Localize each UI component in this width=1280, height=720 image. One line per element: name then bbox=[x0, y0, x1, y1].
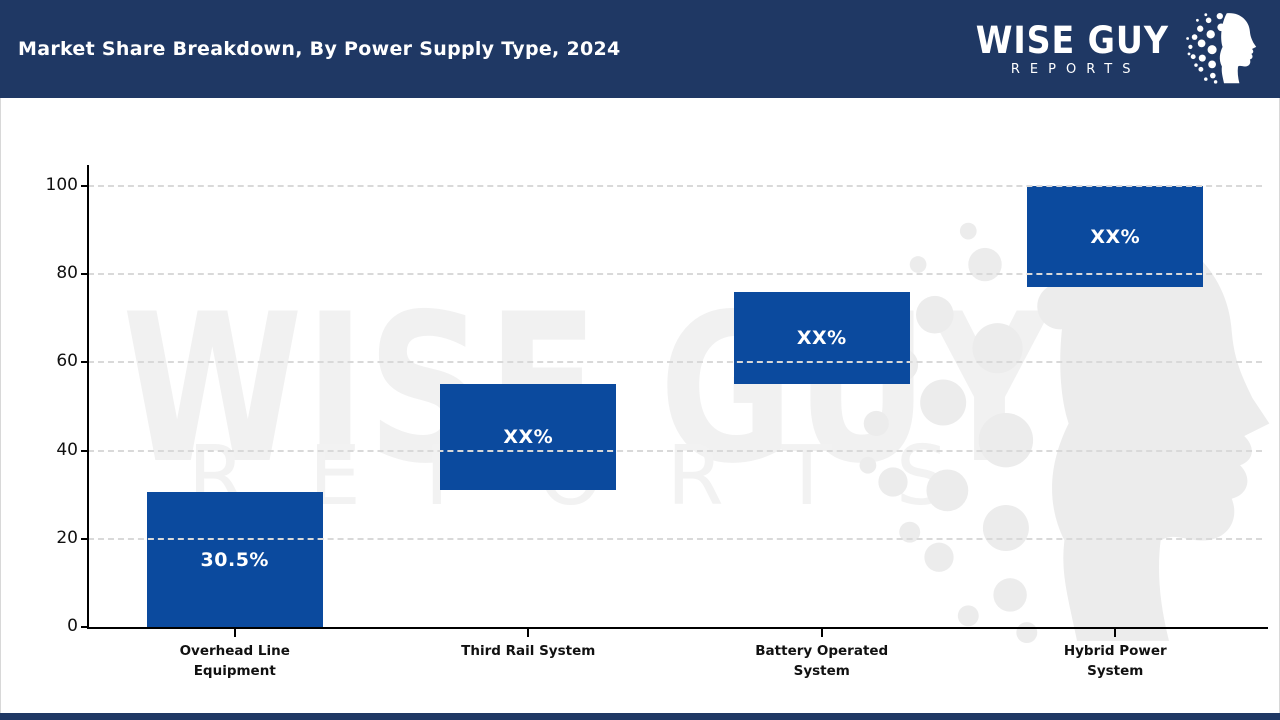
x-tick-mark-3 bbox=[820, 629, 823, 637]
x-tick-mark-4 bbox=[1114, 629, 1117, 637]
y-axis-line bbox=[87, 165, 89, 629]
y-tick-mark-100 bbox=[81, 185, 88, 187]
y-tick-mark-60 bbox=[81, 361, 88, 364]
y-tick-mark-20 bbox=[81, 537, 88, 540]
category-label-1: Overhead Line Equipment bbox=[179, 643, 290, 680]
y-tick-label-20: 20 bbox=[56, 527, 78, 548]
y-tick-label-80: 80 bbox=[56, 263, 78, 284]
x-tick-mark-1 bbox=[233, 629, 236, 637]
bar-1 bbox=[146, 492, 323, 627]
wise-guy-logo: WISE GUY REPORTS bbox=[965, 5, 1266, 93]
y-tick-label-60: 60 bbox=[56, 351, 78, 372]
footer-band bbox=[0, 713, 1280, 720]
category-label-2: Third Rail System bbox=[461, 643, 596, 659]
bar-value-label-1: 30.5% bbox=[200, 548, 269, 571]
page-title: Market Share Breakdown, By Power Supply … bbox=[18, 38, 621, 60]
header-band: Market Share Breakdown, By Power Supply … bbox=[0, 0, 1280, 98]
logo-text: WISE GUY REPORTS bbox=[965, 22, 1180, 77]
y-tick-label-40: 40 bbox=[56, 439, 78, 460]
y-tick-label-0: 0 bbox=[67, 616, 78, 636]
y-tick-mark-80 bbox=[81, 273, 88, 276]
head-profile-dots-icon bbox=[1186, 12, 1257, 84]
gridline-80 bbox=[88, 273, 1262, 276]
category-label-3: Battery Operated System bbox=[755, 643, 889, 680]
bar-value-label-2: XX% bbox=[503, 426, 554, 449]
category-label-4: Hybrid Power System bbox=[1063, 643, 1167, 680]
y-tick-mark-40 bbox=[81, 449, 88, 452]
logo-wordmark: WISE GUY bbox=[976, 18, 1170, 62]
bar-value-label-4: XX% bbox=[1090, 225, 1141, 248]
gridline-60 bbox=[88, 361, 1262, 364]
bar-3 bbox=[733, 291, 910, 385]
logo-tagline: REPORTS bbox=[1010, 61, 1141, 77]
bar-4 bbox=[1027, 186, 1204, 288]
gridline-20 bbox=[88, 537, 1262, 540]
gridline-40 bbox=[88, 449, 1262, 452]
bar-2 bbox=[440, 384, 617, 491]
x-axis-line bbox=[87, 627, 1268, 629]
y-tick-mark-0 bbox=[81, 626, 88, 628]
bar-value-label-3: XX% bbox=[796, 327, 847, 350]
y-tick-label-100: 100 bbox=[45, 175, 78, 195]
x-tick-mark-2 bbox=[527, 629, 530, 637]
gridline-100 bbox=[88, 185, 1262, 187]
